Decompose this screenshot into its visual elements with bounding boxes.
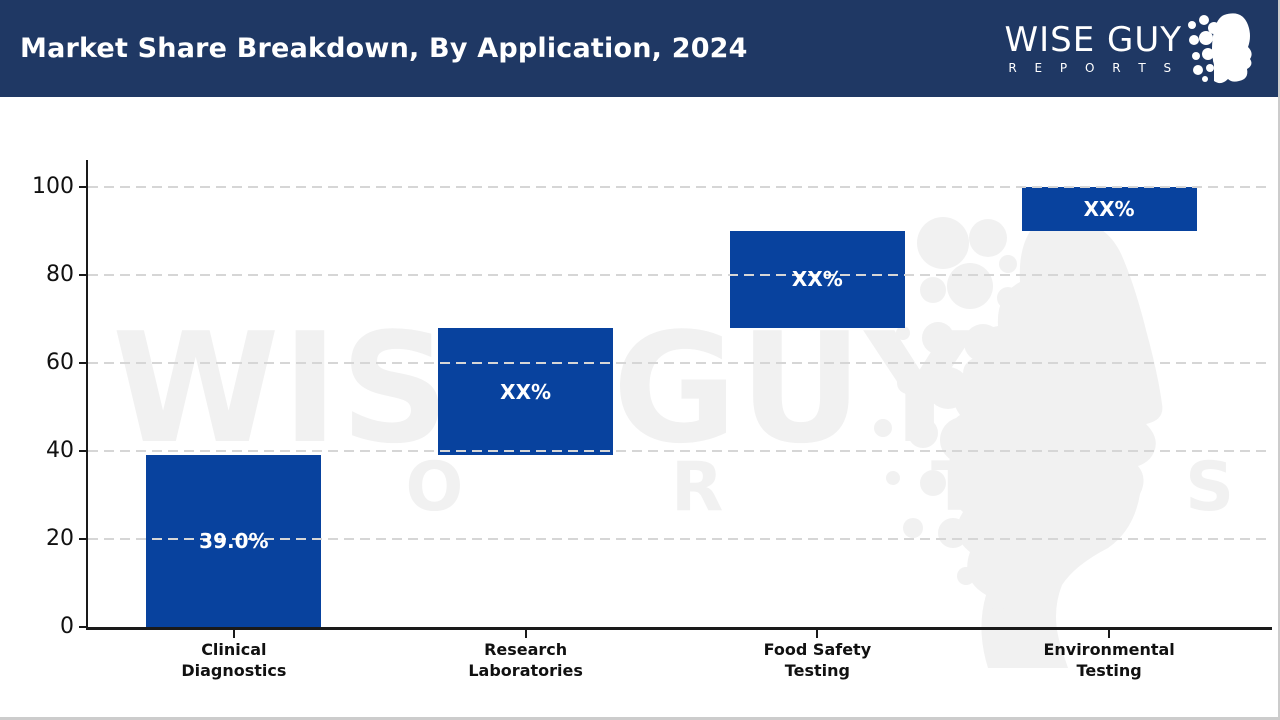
x-axis-category-label: Research Laboratories (468, 640, 583, 680)
logo-wiseguy-label: WISE GUY (1004, 19, 1182, 60)
page-title: Market Share Breakdown, By Application, … (20, 33, 748, 64)
y-axis-tick-label: 100 (32, 174, 74, 199)
y-axis-tick-label: 80 (46, 262, 74, 287)
gridline-60 (88, 362, 1272, 364)
bar-segment-1 (146, 455, 322, 627)
x-tick-mark (816, 630, 819, 638)
bar-value-label-4: XX% (1083, 197, 1135, 221)
y-axis-line (86, 160, 88, 627)
gridline-20 (88, 538, 1272, 540)
x-axis-category-label: Clinical Diagnostics (181, 640, 287, 680)
bar-segment-4 (1021, 187, 1197, 231)
bar-value-label-2: XX% (500, 379, 552, 404)
y-axis-tick-label: 0 (60, 614, 74, 639)
y-axis-tick-label: 20 (46, 526, 74, 551)
wise-guy-reports-logo: WISE GUY R E P O R T S (1004, 9, 1262, 89)
gridline-40 (88, 450, 1272, 452)
x-tick-mark (1108, 630, 1111, 638)
x-axis-category-label: Food Safety Testing (763, 640, 872, 680)
y-tick-mark (79, 186, 86, 188)
bar-segment-3 (729, 231, 905, 328)
y-tick-mark (79, 626, 86, 628)
y-axis-tick-label: 40 (46, 438, 74, 463)
gridline-80 (88, 274, 1272, 276)
bar-value-label-3: XX% (791, 267, 843, 292)
x-tick-mark (232, 630, 235, 638)
x-axis-line (86, 627, 1272, 630)
header-bar: Market Share Breakdown, By Application, … (0, 0, 1280, 97)
y-tick-mark (79, 362, 86, 364)
y-tick-mark (79, 274, 86, 276)
logo-text: WISE GUY R E P O R T S (1004, 22, 1182, 76)
logo-head-icon (1188, 12, 1252, 83)
y-tick-mark (79, 450, 86, 452)
y-axis-tick-label: 60 (46, 350, 74, 375)
gridline-100 (88, 186, 1272, 188)
bar-value-label-1: 39.0% (199, 529, 269, 554)
y-tick-mark (79, 538, 86, 540)
logo-reports-label: R E P O R T S (1008, 60, 1179, 75)
x-tick-mark (524, 630, 527, 638)
head-profile-watermark-icon (874, 217, 1163, 668)
x-axis-category-label: Environmental Testing (1043, 640, 1175, 680)
bar-segment-2 (438, 327, 614, 456)
